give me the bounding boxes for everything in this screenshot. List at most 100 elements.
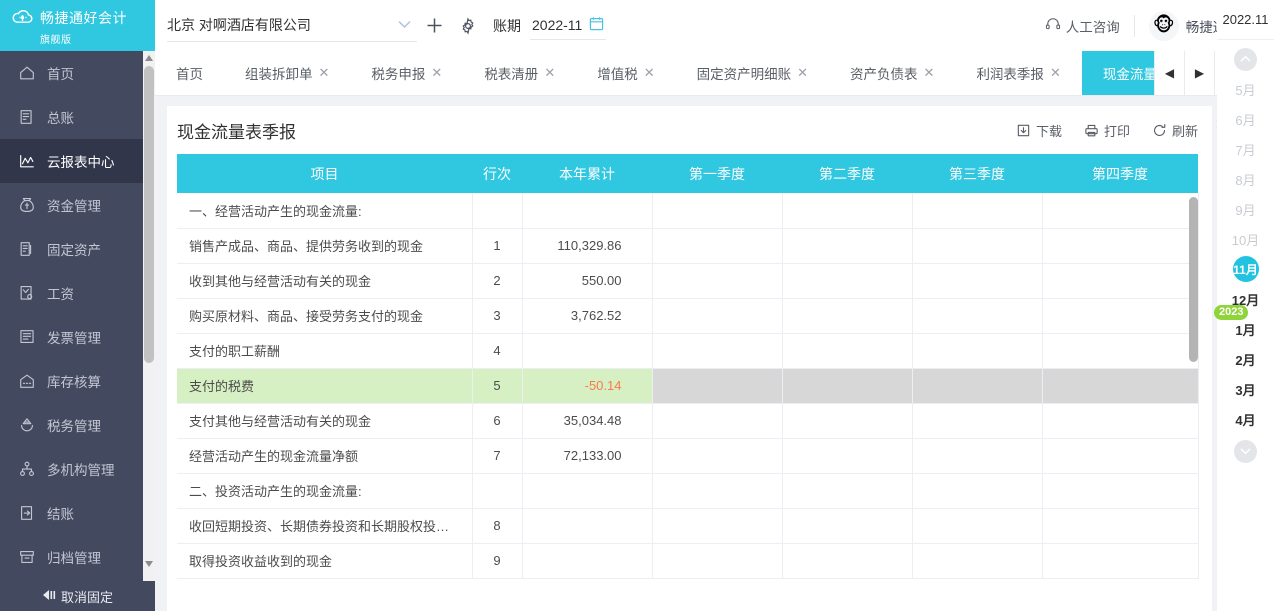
brand-logo[interactable]: 畅捷通好会计 旗舰版 bbox=[0, 0, 155, 51]
tab-scroll-right[interactable]: ▶ bbox=[1184, 51, 1214, 95]
sidebar-item-3[interactable]: 资金管理 bbox=[0, 183, 143, 227]
month-item-3[interactable]: 8月 bbox=[1217, 164, 1274, 194]
report-action-0[interactable]: 下载 bbox=[1016, 121, 1062, 140]
tab-4[interactable]: 增值税 ✕ bbox=[576, 51, 675, 95]
cell-q4 bbox=[1042, 193, 1199, 229]
tab-2[interactable]: 税务申报 ✕ bbox=[350, 51, 463, 95]
month-item-6[interactable]: 11月 bbox=[1217, 254, 1274, 284]
table-scrollbar-thumb[interactable] bbox=[1189, 197, 1198, 362]
cell-ytd bbox=[522, 333, 653, 369]
tab-3[interactable]: 税表清册 ✕ bbox=[463, 51, 576, 95]
tab-close-icon[interactable]: ✕ bbox=[431, 65, 443, 80]
month-scroll-up[interactable] bbox=[1217, 44, 1274, 74]
tab-close-icon[interactable]: ✕ bbox=[797, 65, 809, 80]
sidebar-item-2[interactable]: 云报表中心 bbox=[0, 139, 143, 183]
table-row[interactable]: 支付的税费 5 -50.14 bbox=[177, 368, 1199, 404]
table-row[interactable]: 一、经营活动产生的现金流量: bbox=[177, 193, 1199, 229]
sidebar-item-8[interactable]: 税务管理 bbox=[0, 403, 143, 447]
month-item-11[interactable]: 4月 bbox=[1217, 404, 1274, 434]
tab-6[interactable]: 资产负债表 ✕ bbox=[829, 51, 955, 95]
sidebar-item-label: 固定资产 bbox=[47, 243, 101, 258]
table-row[interactable]: 经营活动产生的现金流量净额 7 72,133.00 bbox=[177, 438, 1199, 474]
tab-7[interactable]: 利润表季报 ✕ bbox=[955, 51, 1081, 95]
sidebar-item-1[interactable]: 总账 bbox=[0, 95, 143, 139]
sidebar-item-5[interactable]: 工资 bbox=[0, 271, 143, 315]
payroll-icon bbox=[20, 285, 33, 300]
month-label: 12月 bbox=[1231, 292, 1260, 308]
tab-0[interactable]: 首页 bbox=[155, 51, 224, 95]
tab-8[interactable]: 现金流量表季报✕ bbox=[1081, 51, 1154, 95]
cell-q2 bbox=[782, 508, 913, 544]
table-row[interactable]: 购买原材料、商品、接受劳务支付的现金 3 3,762.52 bbox=[177, 298, 1199, 334]
cell-item: 支付的税费 bbox=[177, 368, 473, 404]
tab-close-icon[interactable]: ✕ bbox=[1049, 65, 1061, 80]
sidebar-pin-toggle[interactable]: 取消固定 bbox=[0, 581, 155, 611]
sidebar-item-7[interactable]: 库存核算 bbox=[0, 359, 143, 403]
tab-close-icon[interactable]: ✕ bbox=[923, 65, 935, 80]
user-menu[interactable]: 🐵 畅捷通B组... bbox=[1135, 10, 1260, 41]
current-period-display: 2022.11 bbox=[1217, 0, 1274, 40]
month-item-7[interactable]: 12月 bbox=[1217, 284, 1274, 314]
month-item-5[interactable]: 10月 bbox=[1217, 224, 1274, 254]
cell-item: 收回短期投资、长期债券投资和长期股权投资收到的... bbox=[177, 508, 473, 544]
cell-q2 bbox=[782, 193, 913, 229]
sidebar-item-4[interactable]: 固定资产 bbox=[0, 227, 143, 271]
tab-5[interactable]: 固定资产明细账 ✕ bbox=[676, 51, 829, 95]
sidebar-scrollbar-thumb[interactable] bbox=[144, 66, 154, 363]
tab-close-icon[interactable]: ✕ bbox=[318, 65, 330, 80]
period-picker[interactable]: 2022-11 bbox=[530, 12, 607, 40]
chevron-down-icon bbox=[398, 18, 411, 32]
month-item-1[interactable]: 6月 bbox=[1217, 104, 1274, 134]
cell-q2 bbox=[782, 403, 913, 439]
column-header-6: 第四季度 bbox=[1042, 154, 1198, 193]
table-row[interactable]: 收回短期投资、长期债券投资和长期股权投资收到的... 8 bbox=[177, 508, 1199, 544]
sidebar-scroll-down-arrow[interactable] bbox=[143, 557, 155, 571]
consult-label: 人工咨询 bbox=[1065, 19, 1120, 35]
sidebar-scroll-up-arrow[interactable] bbox=[143, 51, 155, 65]
tab-1[interactable]: 组装拆卸单 ✕ bbox=[224, 51, 350, 95]
table-row[interactable]: 支付其他与经营活动有关的现金 6 35,034.48 bbox=[177, 403, 1199, 439]
tab-close-icon[interactable]: ✕ bbox=[544, 65, 556, 80]
cell-ytd: 550.00 bbox=[522, 263, 653, 299]
sidebar-item-10[interactable]: 结账 bbox=[0, 491, 143, 535]
cell-q3 bbox=[912, 228, 1043, 264]
sidebar-item-0[interactable]: 首页 bbox=[0, 51, 143, 95]
report-action-2[interactable]: 刷新 bbox=[1152, 121, 1198, 140]
company-selector[interactable]: 北京 对啊酒店有限公司 bbox=[167, 10, 417, 42]
table-row[interactable]: 收到其他与经营活动有关的现金 2 550.00 bbox=[177, 263, 1199, 299]
sidebar-item-label: 归档管理 bbox=[47, 551, 101, 566]
tab-scroll-left[interactable]: ◀ bbox=[1154, 51, 1184, 95]
brand-name: 畅捷通好会计 bbox=[40, 9, 127, 26]
table-row[interactable]: 二、投资活动产生的现金流量: bbox=[177, 473, 1199, 509]
consult-button[interactable]: 人工咨询 bbox=[1045, 16, 1134, 36]
month-scroll-down[interactable] bbox=[1217, 436, 1274, 466]
month-item-0[interactable]: 5月 bbox=[1217, 74, 1274, 104]
table-scrollbar-track[interactable] bbox=[1189, 193, 1198, 611]
cell-text: 购买原材料、商品、接受劳务支付的现金 bbox=[189, 309, 424, 324]
month-item-2[interactable]: 7月 bbox=[1217, 134, 1274, 164]
table-head: 项目 行次 本年累计 第一季度 第二季度 第三季度 第四季度 bbox=[177, 154, 1198, 193]
table-row[interactable]: 支付的职工薪酬 4 bbox=[177, 333, 1199, 369]
month-item-9[interactable]: 2月 bbox=[1217, 344, 1274, 374]
cell-item: 支付其他与经营活动有关的现金 bbox=[177, 403, 473, 439]
report-action-1[interactable]: 打印 bbox=[1084, 121, 1130, 140]
month-item-4[interactable]: 9月 bbox=[1217, 194, 1274, 224]
table-row[interactable]: 取得投资收益收到的现金 9 bbox=[177, 543, 1199, 579]
sidebar-item-6[interactable]: 发票管理 bbox=[0, 315, 143, 359]
month-item-10[interactable]: 3月 bbox=[1217, 374, 1274, 404]
month-item-8[interactable]: 1月 2023 bbox=[1214, 305, 1274, 344]
month-label: 6月 bbox=[1235, 112, 1256, 128]
cell-text: 二、投资活动产生的现金流量: bbox=[189, 484, 362, 499]
gear-icon[interactable] bbox=[451, 9, 485, 43]
month-label: 8月 bbox=[1235, 172, 1256, 188]
sidebar-item-9[interactable]: 多机构管理 bbox=[0, 447, 143, 491]
cell-q3 bbox=[912, 368, 1043, 404]
calendar-icon bbox=[589, 16, 604, 34]
table-row[interactable]: 销售产成品、商品、提供劳务收到的现金 1 110,329.86 bbox=[177, 228, 1199, 264]
table-header-row: 项目 行次 本年累计 第一季度 第二季度 第三季度 第四季度 bbox=[177, 154, 1198, 193]
cell-line: 1 bbox=[472, 228, 523, 264]
sidebar-item-11[interactable]: 归档管理 bbox=[0, 535, 143, 579]
tab-close-icon[interactable]: ✕ bbox=[643, 65, 655, 80]
month-label: 2月 bbox=[1235, 352, 1256, 368]
add-company-button[interactable] bbox=[417, 9, 451, 43]
